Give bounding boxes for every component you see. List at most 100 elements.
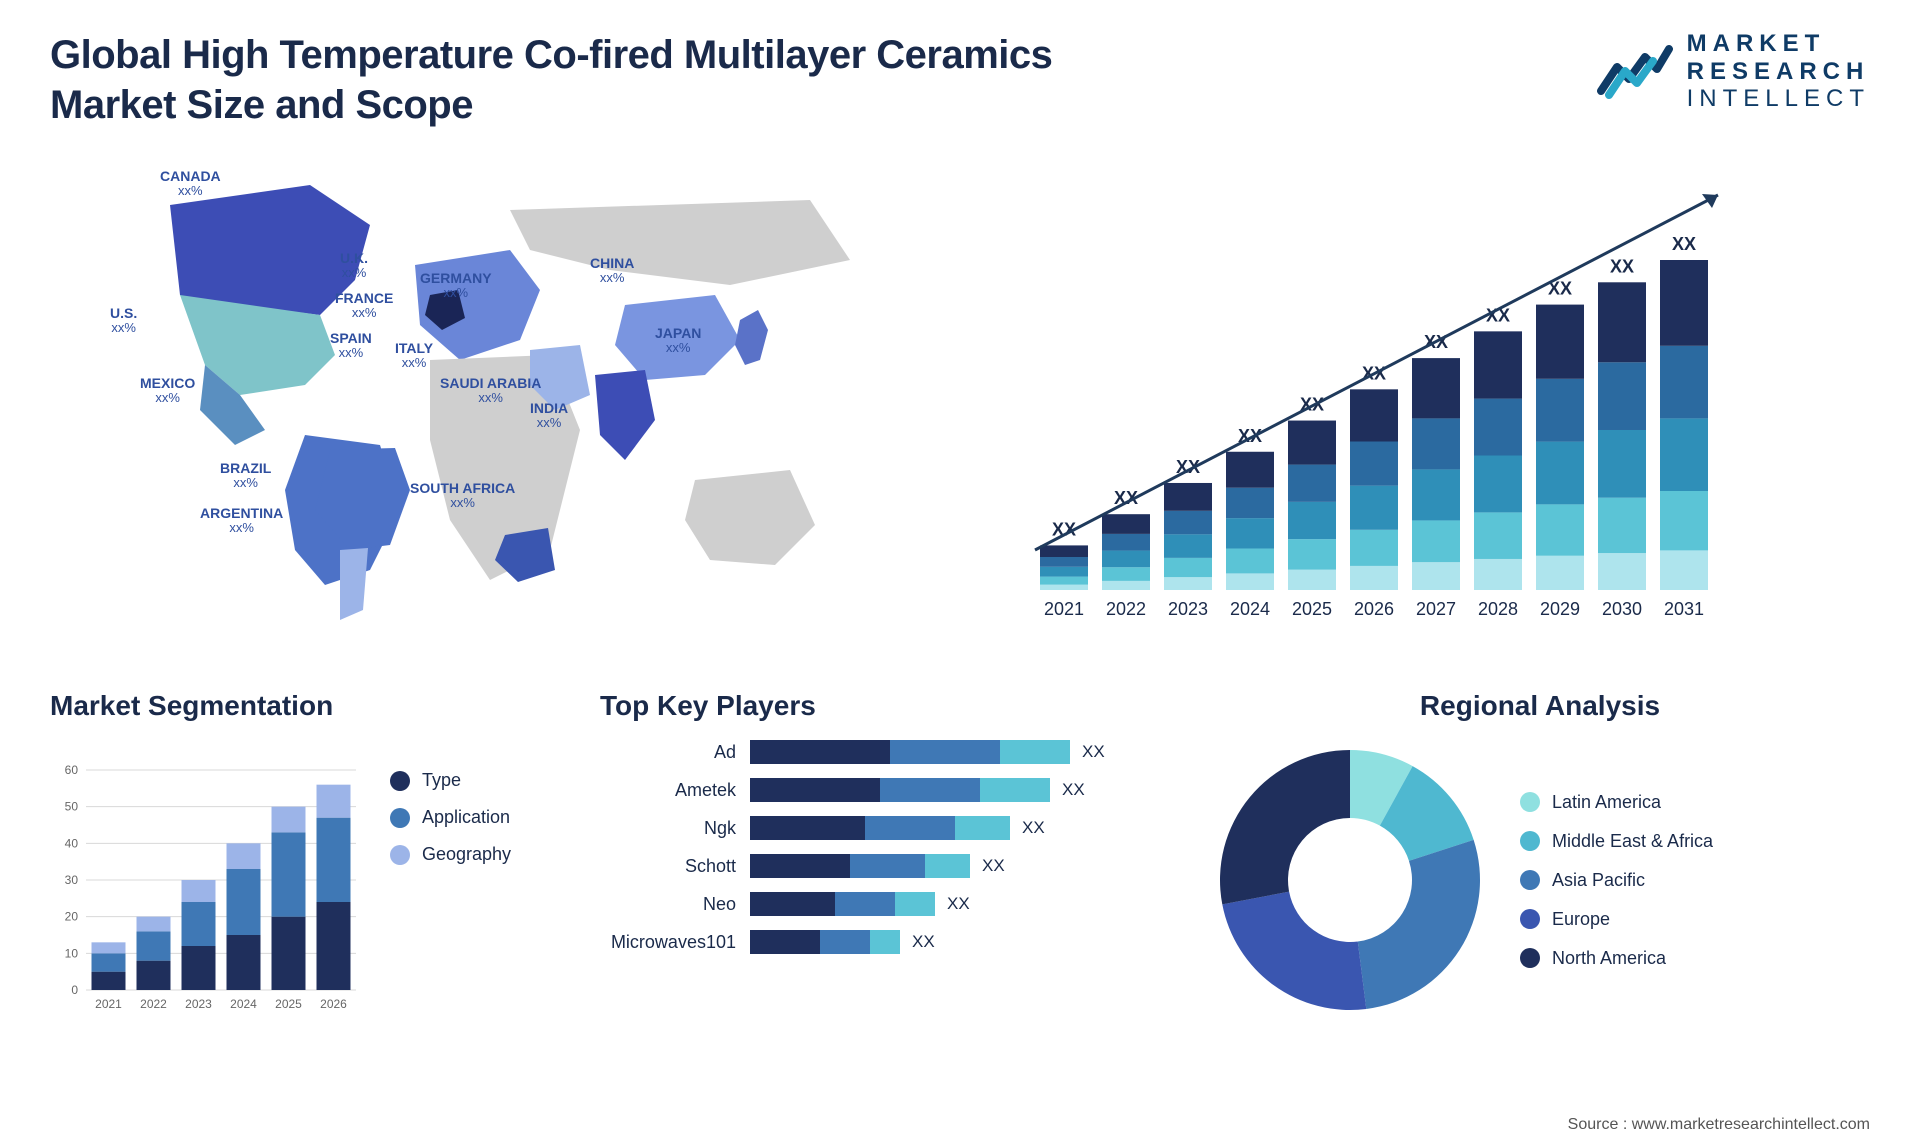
growth-bar-seg [1412,358,1460,418]
player-bar-seg [955,816,1010,840]
seg-bar [137,961,171,990]
player-value: XX [1022,818,1045,838]
segmentation-chart: 0102030405060202120222023202420252026 [50,740,370,1020]
swatch-icon [1520,831,1540,851]
player-bar-seg [750,892,835,916]
segmentation-title: Market Segmentation [50,690,550,722]
map-label-uk: U.K.xx% [340,250,368,281]
donut-slice [1222,892,1366,1010]
growth-bar-seg [1226,549,1274,574]
player-bar-seg [980,778,1050,802]
seg-legend-item: Application [390,807,511,828]
growth-bar-seg [1102,514,1150,534]
growth-bar-seg [1598,282,1646,362]
seg-bar [272,917,306,990]
growth-bar-seg [1350,389,1398,441]
growth-year-label: 2022 [1106,599,1146,619]
growth-bar-seg [1288,465,1336,502]
player-row: SchottXX [600,854,1160,878]
growth-bar-seg [1226,452,1274,488]
svg-text:2025: 2025 [275,997,302,1011]
growth-bar-seg [1040,545,1088,557]
growth-bar-seg [1350,486,1398,530]
swatch-icon [1520,792,1540,812]
svg-text:2024: 2024 [230,997,257,1011]
seg-legend-item: Type [390,770,511,791]
seg-bar [272,832,306,916]
growth-bar-seg [1412,469,1460,520]
growth-year-label: 2028 [1478,599,1518,619]
player-name: Ametek [600,780,750,801]
swatch-icon [390,771,410,791]
swatch-icon [1520,909,1540,929]
source-label: Source : www.marketresearchintellect.com [1568,1116,1870,1134]
svg-text:10: 10 [65,946,79,960]
seg-bar [272,807,306,833]
seg-bar [92,942,126,953]
growth-bar-label: XX [1610,256,1634,276]
growth-bar-seg [1412,562,1460,590]
regional-title: Regional Analysis [1210,690,1870,722]
growth-bar-seg [1660,346,1708,419]
map-region-au [685,470,815,565]
swatch-icon [1520,870,1540,890]
growth-bar-seg [1040,567,1088,577]
seg-bar [182,946,216,990]
growth-bar-seg [1412,520,1460,562]
player-row: NeoXX [600,892,1160,916]
growth-bar-seg [1040,577,1088,585]
seg-bar [182,902,216,946]
growth-bar-seg [1598,430,1646,498]
growth-bar-seg [1536,442,1584,505]
svg-text:30: 30 [65,873,79,887]
growth-bar-seg [1288,502,1336,539]
growth-bar-seg [1164,511,1212,535]
svg-text:2022: 2022 [140,997,167,1011]
map-label-mexico: MEXICOxx% [140,375,195,406]
map-label-southafrica: SOUTH AFRICAxx% [410,480,515,511]
growth-bar-seg [1598,362,1646,430]
growth-bar-seg [1474,456,1522,513]
player-bar-seg [880,778,980,802]
seg-bar [227,935,261,990]
growth-bar-seg [1102,567,1150,581]
seg-bar [92,953,126,971]
map-label-us: U.S.xx% [110,305,137,336]
player-bar-seg [870,930,900,954]
player-bar-seg [820,930,870,954]
map-label-china: CHINAxx% [590,255,634,286]
growth-bar-seg [1102,551,1150,568]
growth-bar-seg [1536,504,1584,555]
growth-year-label: 2023 [1168,599,1208,619]
regional-legend-item: North America [1520,948,1713,969]
growth-bar-seg [1288,570,1336,590]
growth-bar-seg [1660,550,1708,590]
growth-bar-seg [1102,534,1150,551]
seg-bar [317,785,351,818]
regional-legend: Latin AmericaMiddle East & AfricaAsia Pa… [1520,792,1713,969]
growth-bar-seg [1536,379,1584,442]
map-region-ar [340,548,368,620]
growth-bar-seg [1598,553,1646,590]
player-bar-seg [835,892,895,916]
player-bar-seg [750,778,880,802]
player-bar [750,778,1050,802]
growth-bar-seg [1226,518,1274,548]
growth-bar-seg [1474,399,1522,456]
players-title: Top Key Players [600,690,1160,722]
swatch-icon [390,808,410,828]
seg-bar [92,972,126,990]
growth-bar-seg [1660,260,1708,346]
growth-bar-seg [1226,488,1274,518]
player-row: AmetekXX [600,778,1160,802]
map-label-brazil: BRAZILxx% [220,460,271,491]
growth-bar-seg [1598,498,1646,553]
svg-text:40: 40 [65,836,79,850]
map-label-germany: GERMANYxx% [420,270,492,301]
player-bar-seg [850,854,925,878]
page-title: Global High Temperature Co-fired Multila… [50,30,1150,130]
brand-logo: MARKET RESEARCH INTELLECT [1597,30,1870,113]
donut-slice [1220,750,1350,904]
growth-bar-seg [1288,421,1336,465]
player-bar-seg [890,740,1000,764]
